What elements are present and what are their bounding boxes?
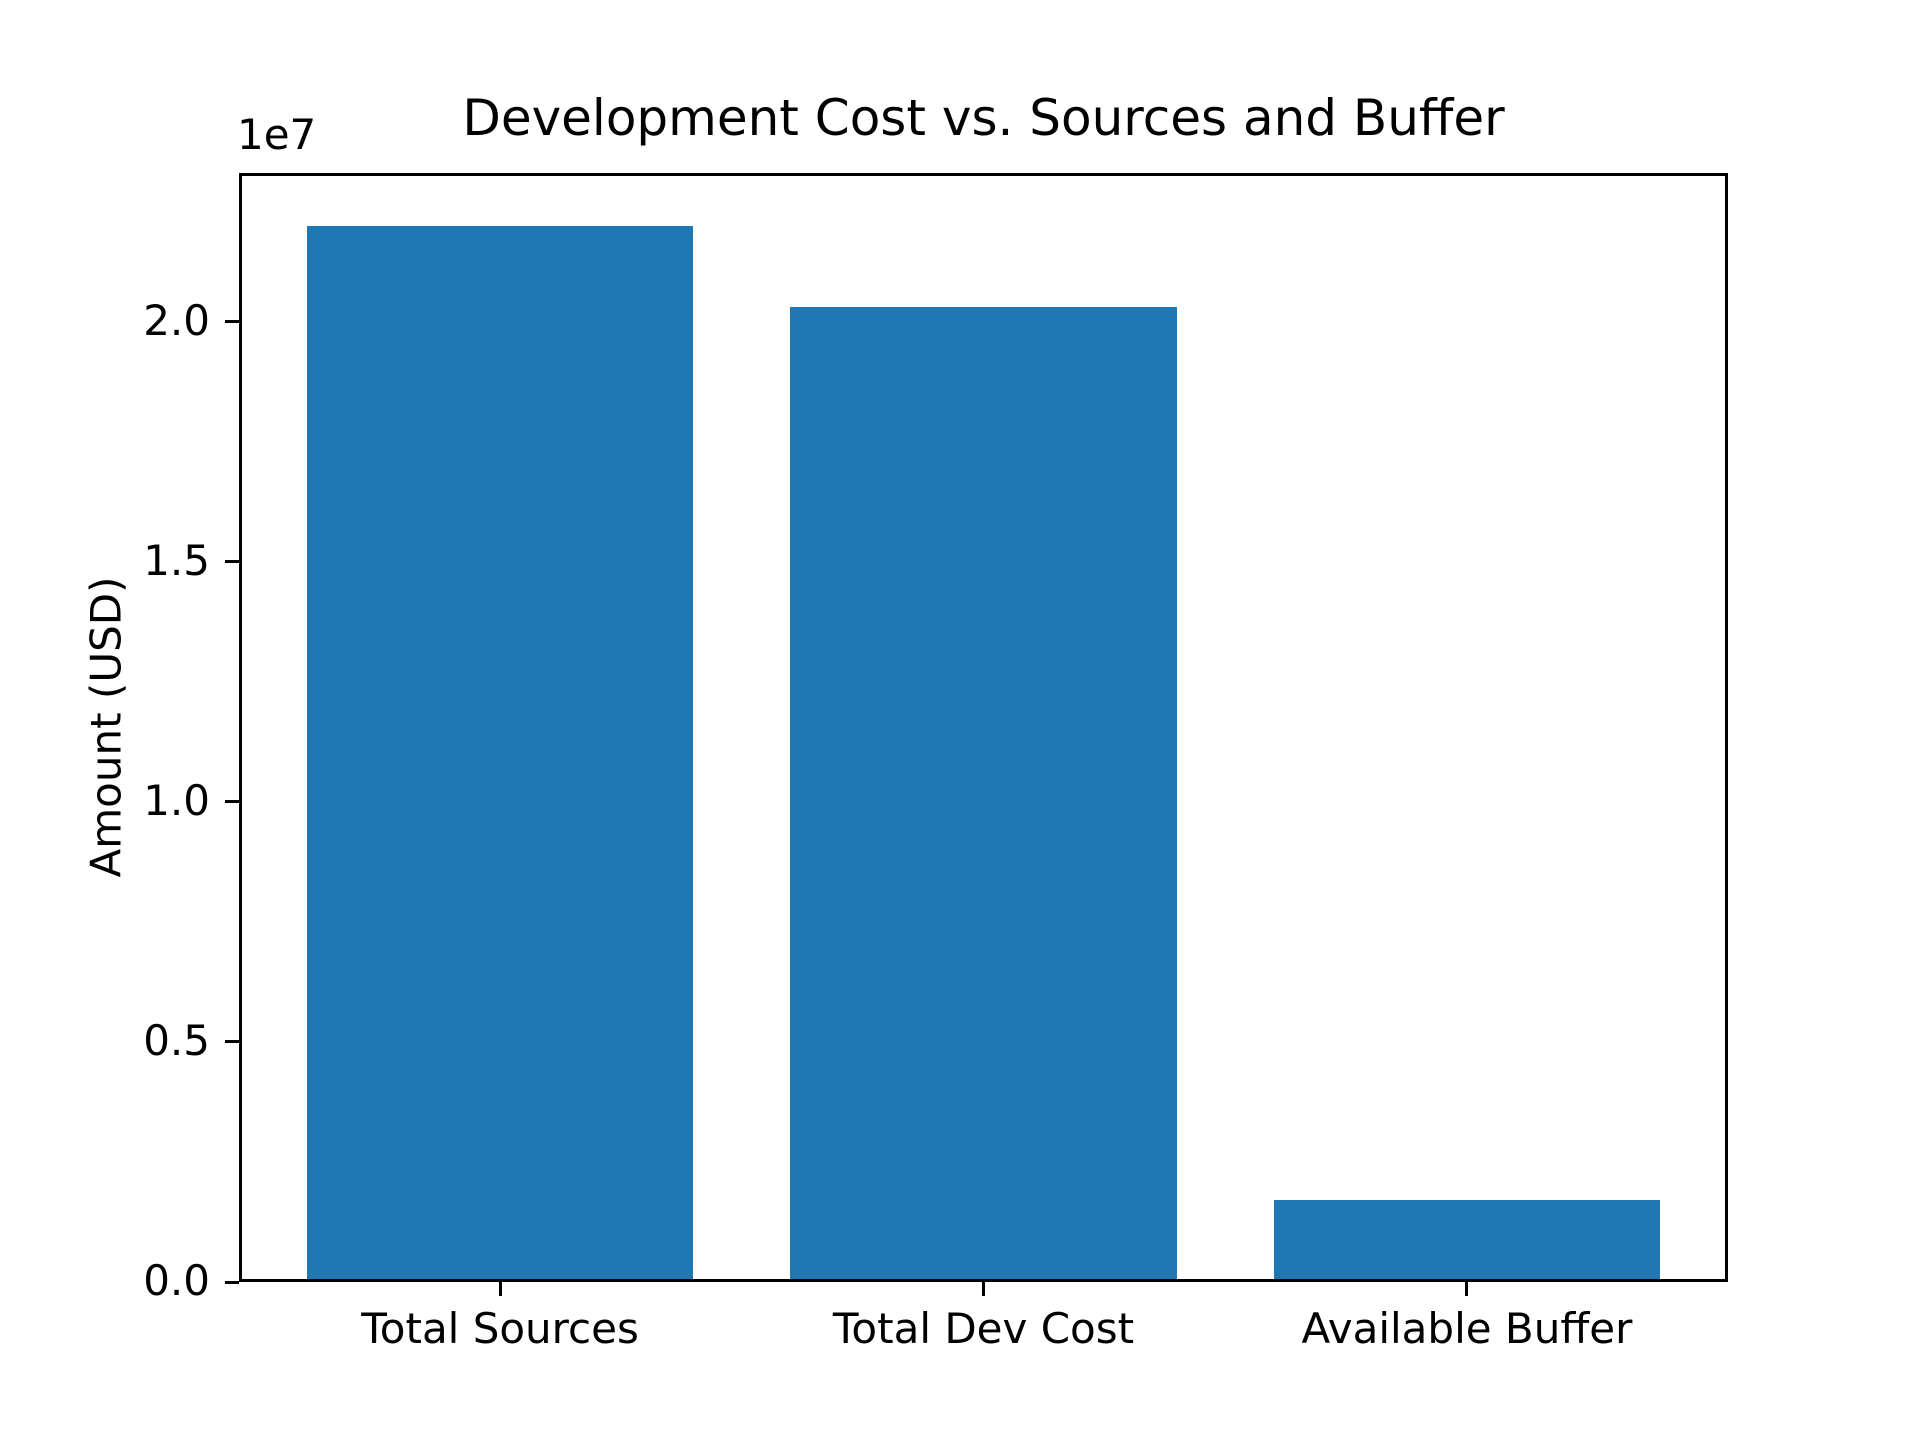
bar-total-sources [306, 225, 694, 1282]
x-tick-label-total-sources: Total Sources [361, 1304, 639, 1353]
y-tick-mark [225, 1040, 239, 1044]
x-tick-label-total-dev-cost: Total Dev Cost [832, 1304, 1135, 1353]
y-tick-label-1.5: 1.5 [143, 536, 210, 586]
y-axis-label: Amount (USD) [81, 576, 131, 878]
y-axis-offset-label: 1e7 [237, 110, 317, 159]
x-tick-mark [982, 1282, 985, 1296]
y-tick-label-2.0: 2.0 [143, 295, 210, 345]
y-tick-mark [225, 320, 239, 324]
x-tick-label-available-buffer: Available Buffer [1301, 1304, 1633, 1353]
x-tick-mark [1465, 1282, 1469, 1296]
bar-available-buffer [1273, 1200, 1661, 1282]
chart-title: Development Cost vs. Sources and Buffer [462, 89, 1505, 147]
y-tick-mark [225, 1280, 239, 1284]
x-tick-mark [498, 1282, 502, 1296]
y-tick-label-0.0: 0.0 [143, 1256, 210, 1306]
bar-total-dev-cost [790, 307, 1177, 1282]
y-tick-label-0.5: 0.5 [143, 1016, 210, 1066]
plot-area: 0.0 0.5 1.0 1.5 2.0 Total Sources Total Dev C… [143, 173, 1728, 1353]
y-tick-mark [225, 560, 239, 564]
y-tick-mark [225, 800, 239, 804]
y-tick-label-1.0: 1.0 [143, 776, 210, 826]
